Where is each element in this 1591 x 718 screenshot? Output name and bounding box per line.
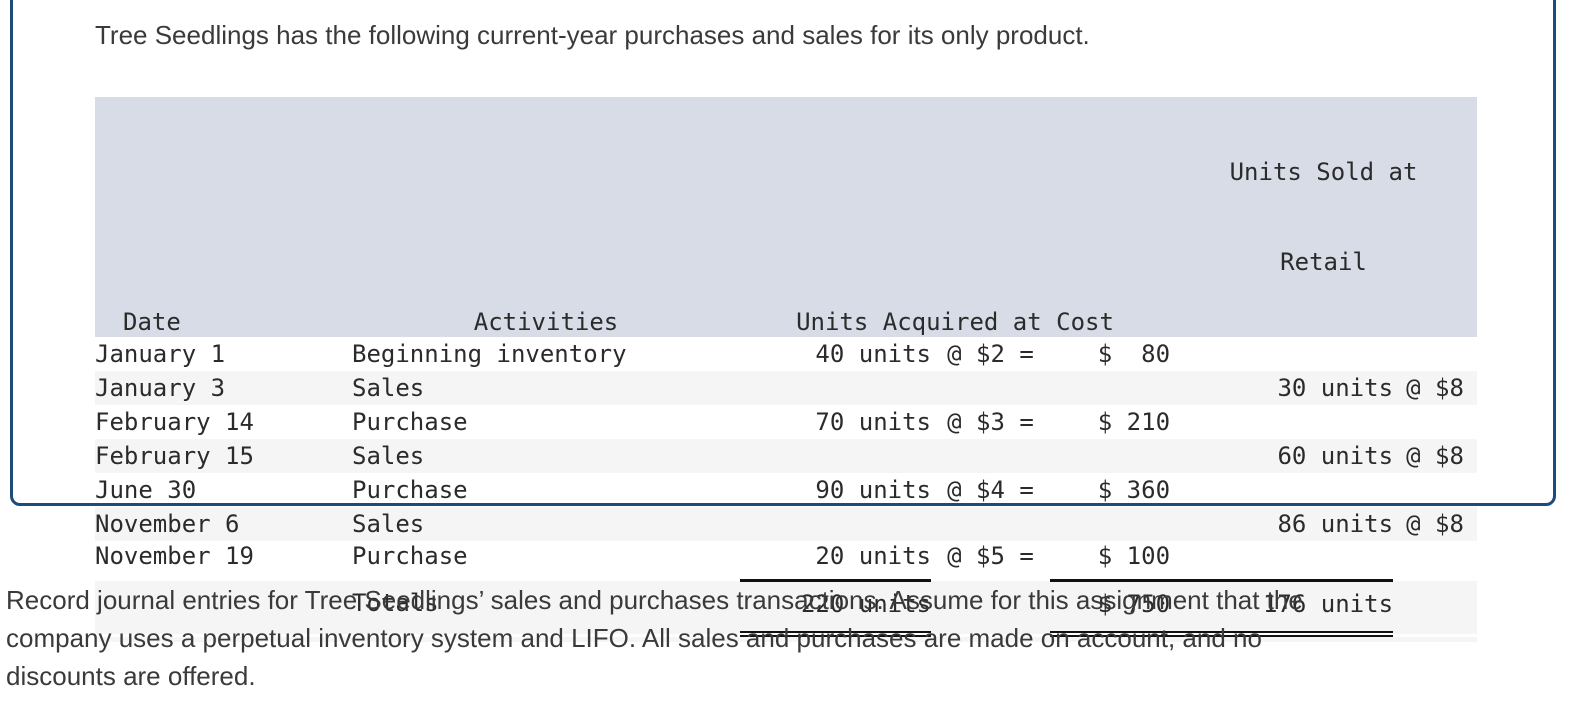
cell-units-sold-price: @ $8 bbox=[1393, 439, 1478, 473]
cell-units-sold-price bbox=[1393, 473, 1477, 507]
instructions-line: Record journal entries for Tree Seedling… bbox=[6, 585, 1303, 615]
cell-total-cost: $ 750 bbox=[1050, 580, 1171, 637]
cell-activity: Sales bbox=[352, 439, 740, 473]
problem-panel: Tree Seedlings has the following current… bbox=[10, 0, 1556, 642]
table-header-row: Date Activities Units Acquired at Cost U… bbox=[95, 97, 1478, 337]
cell-units-acquired-qty bbox=[740, 507, 931, 541]
cell-date: January 3 bbox=[95, 371, 352, 405]
spacer-cell bbox=[95, 634, 1478, 642]
cell-units-acquired-qty: 70 units bbox=[815, 408, 931, 436]
cell-date bbox=[95, 580, 352, 634]
cell-units-acquired-price bbox=[931, 439, 1050, 473]
cell-date: February 14 bbox=[95, 408, 254, 436]
cell-units-acquired-qty: 40 units bbox=[815, 340, 931, 368]
cell-units-acquired-qty bbox=[740, 371, 931, 405]
table-row: January 1 Beginning inventory 40 units @… bbox=[95, 337, 1477, 371]
col-header-units-sold: Units Sold at Retail bbox=[1170, 97, 1478, 337]
cell-units-acquired-cost bbox=[1050, 507, 1171, 541]
cell-units-sold-qty: 86 units bbox=[1170, 507, 1394, 541]
col-header-units-sold-line1: Units Sold at bbox=[1229, 158, 1418, 186]
col-header-date: Date bbox=[95, 97, 352, 337]
cell-units-acquired-cost: $ 80 bbox=[1097, 340, 1171, 368]
col-header-units-acquired: Units Acquired at Cost bbox=[740, 97, 1171, 337]
table-row: November 6 Sales 86 units @ $8 bbox=[95, 507, 1478, 541]
cell-activity: Sales bbox=[352, 507, 740, 541]
table-row: February 15 Sales 60 units @ $8 bbox=[95, 439, 1478, 473]
cell-units-acquired-qty bbox=[740, 439, 931, 473]
cell-units-acquired-cost: $ 100 bbox=[1050, 541, 1171, 582]
cell-units-acquired-cost: $ 210 bbox=[1097, 408, 1171, 436]
cell-units-acquired-price: @ $5 = bbox=[947, 542, 1034, 570]
col-header-units-sold-line2: Retail bbox=[1280, 248, 1367, 276]
cell-units-sold-price: @ $8 bbox=[1393, 371, 1478, 405]
cell-total-units-acquired: 220 units bbox=[740, 580, 931, 637]
cell-activity: Purchase bbox=[352, 542, 468, 570]
intro-text: Tree Seedlings has the following current… bbox=[95, 20, 1090, 50]
cell-units-acquired-price: @ $3 = bbox=[947, 408, 1034, 436]
cell-totals-label: Totals bbox=[352, 580, 740, 634]
cell-units-acquired-price bbox=[931, 580, 1050, 634]
instructions-line: company uses a perpetual inventory syste… bbox=[6, 623, 1262, 653]
cell-units-sold-qty bbox=[1170, 405, 1393, 439]
cell-units-acquired-qty: 90 units bbox=[815, 476, 931, 504]
cell-units-acquired-price bbox=[931, 507, 1050, 541]
cell-units-acquired-cost bbox=[1050, 439, 1171, 473]
cell-units-sold-price bbox=[1393, 337, 1477, 371]
cell-units-sold-price bbox=[1393, 580, 1478, 634]
cell-date: November 6 bbox=[95, 507, 352, 541]
table-spacer-row bbox=[95, 634, 1478, 642]
cell-units-sold-qty bbox=[1170, 473, 1393, 507]
cell-units-sold-price bbox=[1393, 405, 1477, 439]
cell-units-acquired-cost bbox=[1050, 371, 1171, 405]
cell-units-sold-qty bbox=[1170, 541, 1394, 582]
cell-date: November 19 bbox=[95, 542, 254, 570]
cell-activity: Beginning inventory bbox=[352, 340, 627, 368]
cell-date: February 15 bbox=[95, 439, 352, 473]
cell-units-acquired-qty: 20 units bbox=[740, 541, 931, 582]
cell-activity: Sales bbox=[352, 371, 740, 405]
cell-activity: Purchase bbox=[352, 408, 468, 436]
table-row: November 19 Purchase 20 units @ $5 = $ 1… bbox=[95, 541, 1477, 582]
cell-units-acquired-price bbox=[931, 371, 1050, 405]
cell-units-sold-price bbox=[1393, 541, 1477, 581]
cell-total-units-sold: 176 units bbox=[1170, 580, 1394, 637]
cell-units-sold-qty: 60 units bbox=[1170, 439, 1394, 473]
cell-units-sold-qty bbox=[1170, 337, 1393, 371]
instructions-line: discounts are offered. bbox=[6, 661, 256, 691]
cell-date: January 1 bbox=[95, 340, 226, 368]
table-row: January 3 Sales 30 units @ $8 bbox=[95, 371, 1478, 405]
instructions-text: Record journal entries for Tree Seedling… bbox=[6, 581, 1586, 695]
cell-date: June 30 bbox=[95, 476, 197, 504]
cell-units-acquired-price: @ $4 = bbox=[947, 476, 1034, 504]
inventory-table: Date Activities Units Acquired at Cost U… bbox=[95, 97, 1478, 642]
cell-units-acquired-price: @ $2 = bbox=[947, 340, 1034, 368]
cell-units-acquired-cost: $ 360 bbox=[1097, 476, 1171, 504]
table-row: June 30 Purchase 90 units @ $4 = $ 360 bbox=[95, 473, 1477, 507]
cell-units-sold-price: @ $8 bbox=[1393, 507, 1478, 541]
table-row: February 14 Purchase 70 units @ $3 = $ 2… bbox=[95, 405, 1477, 439]
cell-activity: Purchase bbox=[352, 476, 468, 504]
cell-units-sold-qty: 30 units bbox=[1170, 371, 1394, 405]
col-header-activities: Activities bbox=[352, 97, 740, 337]
table-totals-row: Totals 220 units $ 750 176 units bbox=[95, 580, 1478, 637]
